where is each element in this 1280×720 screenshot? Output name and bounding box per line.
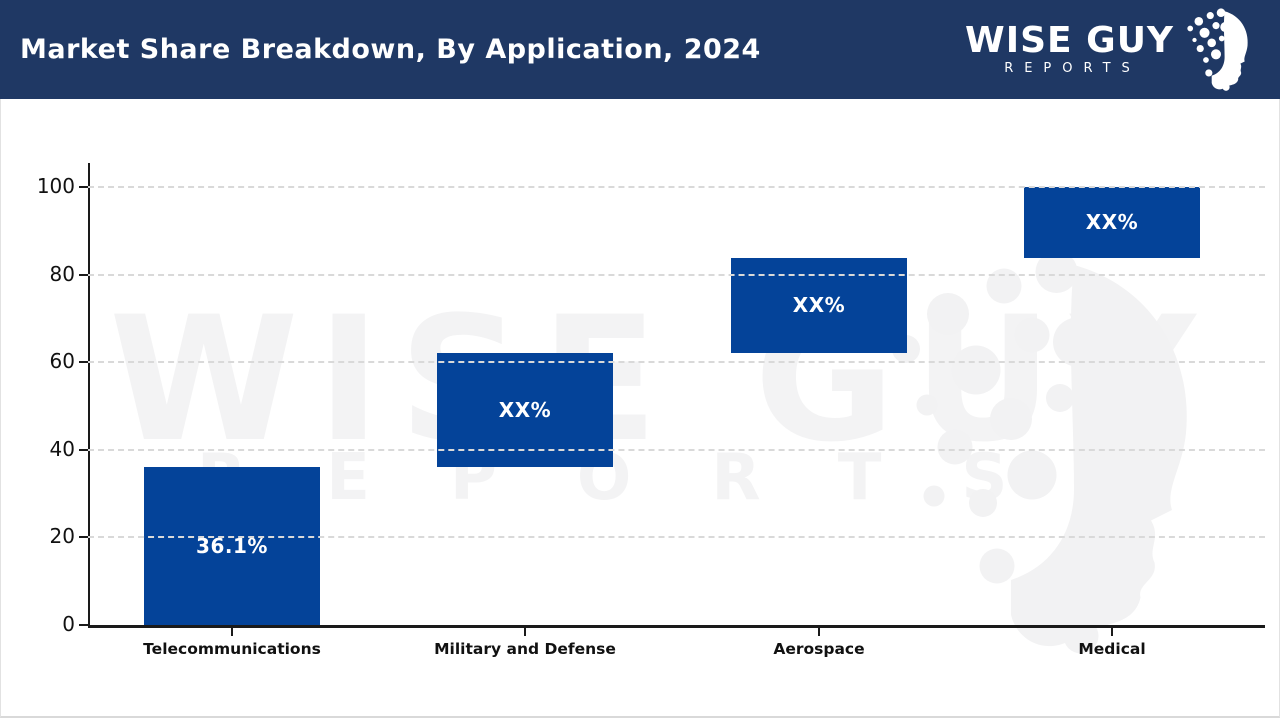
chart-canvas: WISE GUY REPORTS 0 20 40 60 80 100 36.1% XX% XX%… [0, 99, 1280, 718]
y-tick-label: 100 [36, 174, 75, 198]
x-category-label: Military and Defense [434, 640, 616, 658]
y-axis-tick [79, 536, 88, 539]
y-tick-label: 0 [62, 612, 75, 636]
bar-value-label: XX% [1085, 210, 1139, 235]
brand-logo-text: WISE GUY REPORTS [964, 20, 1174, 77]
y-tick-label: 80 [49, 261, 75, 286]
y-axis-tick [79, 448, 88, 451]
x-category-label: Aerospace [773, 640, 865, 658]
y-axis-line [88, 163, 90, 627]
bar-aerospace: XX% [731, 257, 907, 353]
bar-telecommunications: 36.1% [144, 466, 320, 625]
bar-value-label: XX% [792, 293, 846, 318]
bar-military-and-defense: XX% [437, 353, 613, 467]
y-axis-tick [79, 361, 88, 364]
y-tick-label: 40 [49, 436, 75, 461]
watermark-text-1: WISE GUY [109, 279, 1214, 480]
y-axis-tick [79, 273, 88, 276]
x-axis-line [88, 625, 1265, 628]
gridline [88, 361, 1265, 364]
x-axis-tick [231, 628, 233, 636]
y-tick-label: 20 [49, 524, 75, 549]
brand-logo-subtitle: REPORTS [1004, 61, 1141, 76]
y-axis-tick [79, 186, 88, 188]
watermark-head-icon [892, 251, 1187, 654]
x-axis-tick [818, 628, 820, 636]
dotted-head-icon [1187, 7, 1248, 91]
bar-value-label: XX% [498, 397, 552, 422]
bar-medical: XX% [1024, 187, 1200, 258]
brand-logo: WISE GUY REPORTS [965, 7, 1252, 93]
page-title: Market Share Breakdown, By Application, … [20, 34, 761, 65]
gridline [88, 273, 1265, 276]
gridline [88, 536, 1265, 539]
y-tick-label: 60 [49, 349, 75, 374]
brand-logo-name: WISE GUY [964, 20, 1174, 61]
x-axis-tick [1111, 628, 1113, 636]
x-category-label: Telecommunications [143, 640, 321, 658]
header-bar: Market Share Breakdown, By Application, … [0, 0, 1280, 99]
y-axis-tick [79, 624, 88, 626]
x-category-label: Medical [1078, 640, 1146, 658]
gridline [88, 186, 1265, 188]
x-axis-tick [524, 628, 526, 636]
gridline [88, 448, 1265, 451]
